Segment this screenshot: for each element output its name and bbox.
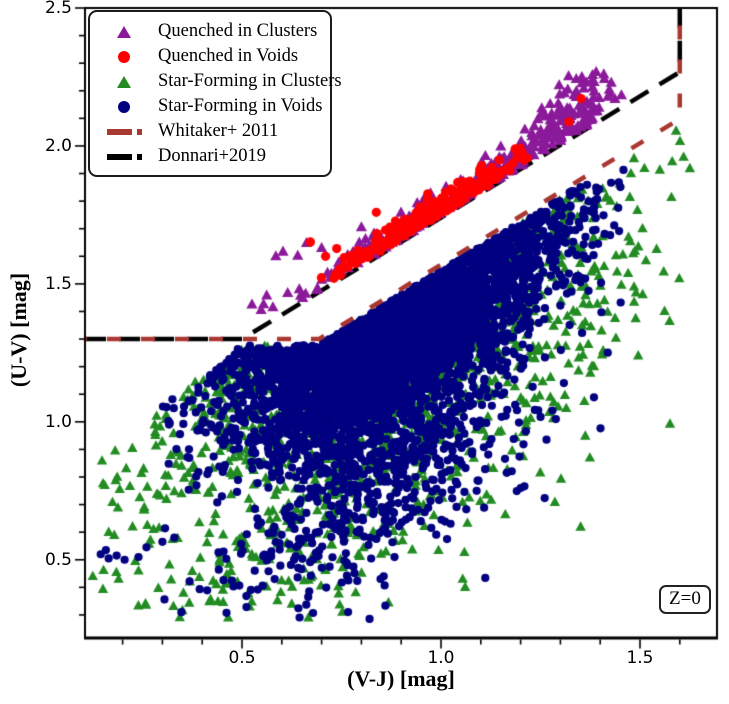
dash-segment — [106, 153, 132, 160]
legend-label: Whitaker+ 2011 — [158, 121, 279, 141]
legend-swatch — [100, 100, 148, 113]
legend-item: Donnari+2019 — [90, 144, 330, 169]
dashed-line-icon — [106, 128, 142, 135]
legend-label: Star-Forming in Voids — [158, 96, 323, 116]
y-tick-label: 1.0 — [44, 411, 72, 432]
legend-item: Whitaker+ 2011 — [90, 119, 330, 144]
legend-item: Star-Forming in Clusters — [90, 69, 342, 94]
legend-label: Donnari+2019 — [158, 146, 267, 166]
legend-item: Star-Forming in Voids — [90, 94, 330, 119]
legend-swatch — [100, 75, 148, 88]
legend-swatch — [100, 25, 148, 38]
y-tick-label: 1.5 — [44, 273, 72, 294]
legend-label: Quenched in Clusters — [158, 21, 318, 41]
y-tick-label: 2.5 — [44, 0, 72, 18]
triangle-marker-icon — [117, 75, 131, 88]
circle-marker-icon — [118, 50, 130, 63]
y-tick-label: 0.5 — [44, 549, 72, 570]
legend: Quenched in Clusters Quenched in Voids Sta… — [88, 10, 342, 177]
legend-label: Star-Forming in Clusters — [158, 71, 342, 91]
legend-swatch — [100, 153, 148, 160]
dash-dot — [136, 128, 142, 135]
triangle-marker-icon — [117, 25, 131, 38]
legend-label: Quenched in Voids — [158, 46, 299, 66]
legend-swatch — [100, 128, 148, 135]
legend-swatch — [100, 50, 148, 63]
x-axis-label: (V-J) [mag] — [347, 666, 455, 691]
legend-item: Quenched in Clusters — [90, 19, 330, 44]
x-tick-label: 1.5 — [626, 648, 654, 668]
dash-dot — [136, 153, 142, 160]
x-tick-label: 1.0 — [427, 648, 455, 668]
circle-marker-icon — [118, 100, 130, 113]
dash-segment — [106, 128, 132, 135]
x-tick-label: 0.5 — [228, 648, 256, 668]
dashed-line-icon — [106, 153, 142, 160]
legend-item: Quenched in Voids — [90, 44, 330, 69]
redshift-badge: Z=0 — [659, 585, 711, 614]
y-tick-label: 2.0 — [44, 135, 72, 156]
